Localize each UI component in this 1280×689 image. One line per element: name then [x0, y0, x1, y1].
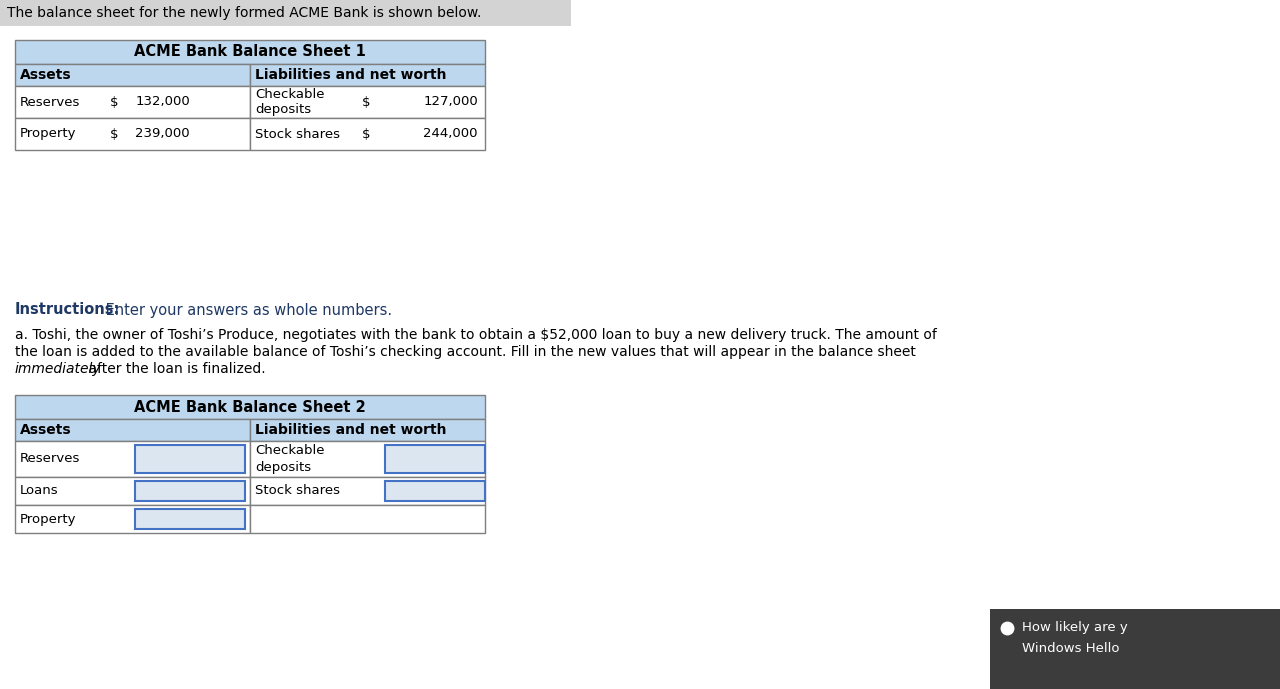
Text: Checkable: Checkable: [255, 444, 325, 457]
Bar: [134, 481, 244, 501]
Text: 132,000: 132,000: [136, 96, 189, 108]
Text: Property: Property: [20, 513, 77, 526]
Text: Assets: Assets: [20, 423, 72, 437]
Text: ACME Bank Balance Sheet 1: ACME Bank Balance Sheet 1: [134, 45, 366, 59]
Bar: [15, 86, 250, 118]
Text: Checkable: Checkable: [255, 88, 325, 101]
Text: 239,000: 239,000: [136, 127, 189, 141]
Bar: [15, 40, 485, 64]
Text: Instructions:: Instructions:: [15, 302, 120, 318]
Text: Reserves: Reserves: [20, 453, 81, 466]
Bar: [250, 118, 485, 150]
Text: Liabilities and net worth: Liabilities and net worth: [255, 68, 447, 82]
Text: Loans: Loans: [20, 484, 59, 497]
Bar: [15, 395, 485, 419]
Bar: [15, 505, 250, 533]
Text: deposits: deposits: [255, 460, 311, 473]
Text: Windows Hello: Windows Hello: [1021, 641, 1120, 655]
Text: Liabilities and net worth: Liabilities and net worth: [255, 423, 447, 437]
Bar: [989, 609, 1280, 689]
Bar: [15, 441, 250, 477]
Text: $: $: [110, 127, 119, 141]
Text: a. Toshi, the owner of Toshi’s Produce, negotiates with the bank to obtain a $52: a. Toshi, the owner of Toshi’s Produce, …: [15, 328, 937, 342]
Text: 127,000: 127,000: [424, 96, 477, 108]
Text: The balance sheet for the newly formed ACME Bank is shown below.: The balance sheet for the newly formed A…: [6, 6, 481, 20]
Text: Assets: Assets: [20, 68, 72, 82]
Text: deposits: deposits: [255, 103, 311, 116]
Text: the loan is added to the available balance of Toshi’s checking account. Fill in : the loan is added to the available balan…: [15, 345, 916, 359]
Text: How likely are y: How likely are y: [1021, 621, 1128, 635]
Text: Enter your answers as whole numbers.: Enter your answers as whole numbers.: [101, 302, 392, 318]
Bar: [15, 419, 250, 441]
Text: ACME Bank Balance Sheet 2: ACME Bank Balance Sheet 2: [134, 400, 366, 415]
Bar: [15, 118, 250, 150]
Text: after the loan is finalized.: after the loan is finalized.: [84, 362, 266, 376]
Bar: [250, 477, 485, 505]
Text: Stock shares: Stock shares: [255, 484, 340, 497]
Text: Reserves: Reserves: [20, 96, 81, 108]
Text: 244,000: 244,000: [424, 127, 477, 141]
Bar: [250, 86, 485, 118]
Bar: [0, 0, 571, 26]
Text: $: $: [362, 127, 370, 141]
Bar: [250, 505, 485, 533]
Bar: [15, 477, 250, 505]
Text: $: $: [362, 96, 370, 108]
Bar: [385, 445, 485, 473]
Text: Stock shares: Stock shares: [255, 127, 340, 141]
Text: $: $: [110, 96, 119, 108]
Bar: [250, 64, 485, 86]
Bar: [385, 481, 485, 501]
Bar: [15, 64, 250, 86]
Bar: [134, 509, 244, 529]
Text: immediately: immediately: [15, 362, 101, 376]
Bar: [134, 445, 244, 473]
Text: Property: Property: [20, 127, 77, 141]
Bar: [250, 441, 485, 477]
Bar: [250, 419, 485, 441]
